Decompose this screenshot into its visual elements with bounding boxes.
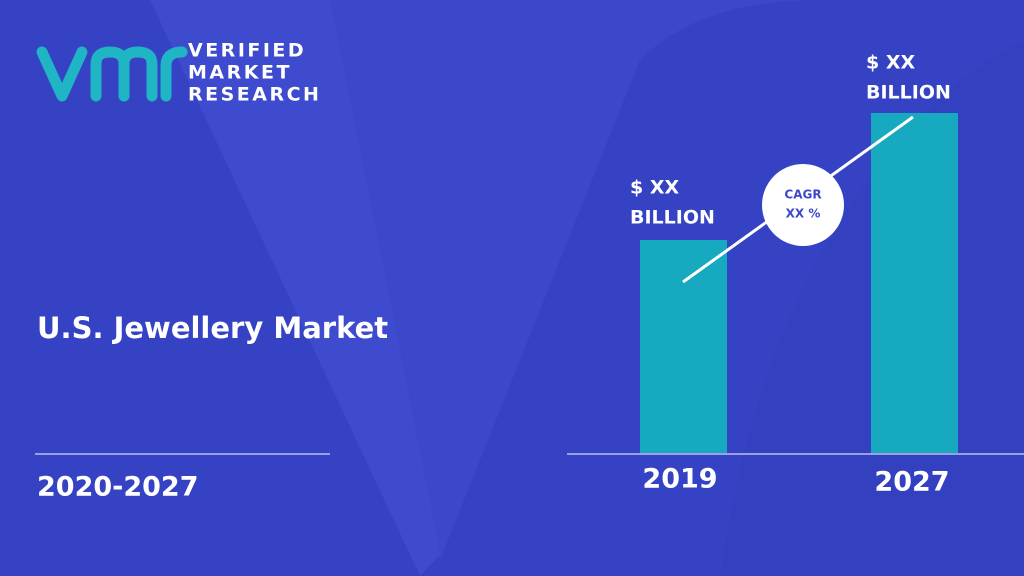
- year-label: 2027: [874, 467, 949, 498]
- logo-text: VERIFIED: [188, 40, 306, 62]
- bar: [640, 240, 727, 453]
- year-label: 2019: [642, 464, 717, 495]
- period: 2020-2027: [37, 472, 199, 503]
- title: U.S. Jewellery Market: [37, 311, 388, 345]
- cagr-text: XX %: [786, 207, 821, 221]
- value-label: BILLION: [630, 207, 715, 229]
- background-shape: [150, 0, 440, 576]
- logo-text: MARKET: [188, 62, 292, 84]
- logo-mark: [36, 46, 188, 102]
- value-label: BILLION: [866, 82, 951, 104]
- value-label: $ XX: [630, 177, 679, 199]
- cagr-text: CAGR: [784, 188, 821, 202]
- cagr-circle: [762, 164, 844, 246]
- bar: [871, 113, 958, 453]
- logo-text: RESEARCH: [188, 84, 321, 106]
- value-label: $ XX: [866, 52, 915, 74]
